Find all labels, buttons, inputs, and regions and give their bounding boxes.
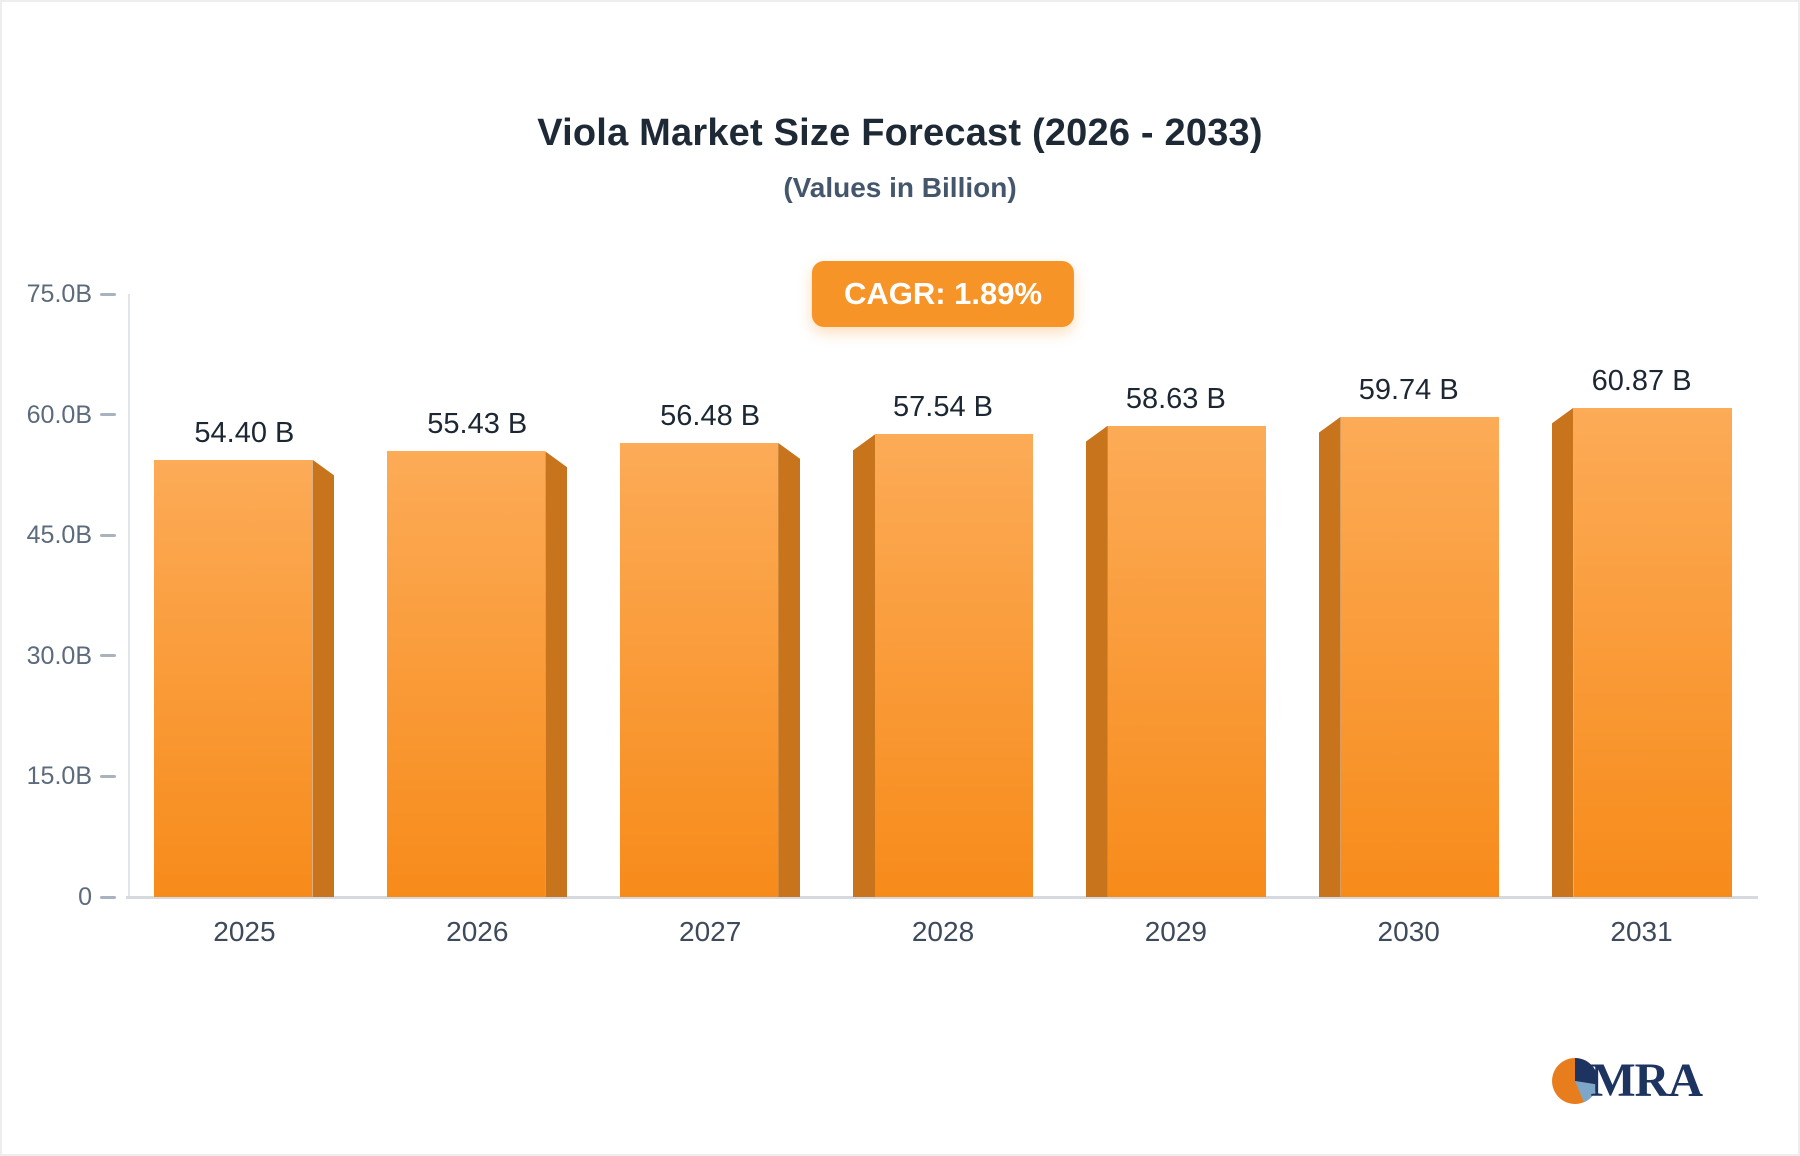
y-tick-mark bbox=[100, 774, 116, 778]
bar-front-face bbox=[1107, 425, 1266, 897]
bar-front-face bbox=[387, 451, 546, 897]
bar-front-face bbox=[154, 459, 313, 897]
bar-front-face bbox=[1340, 416, 1499, 897]
bar: 58.63 B bbox=[1085, 383, 1266, 897]
chart-title: Viola Market Size Forecast (2026 - 2033) bbox=[537, 112, 1263, 154]
x-axis-label: 2028 bbox=[911, 916, 975, 947]
bar-side-face bbox=[853, 434, 875, 897]
bar: 57.54 B bbox=[853, 391, 1033, 897]
mra-logo-text: MRA bbox=[1590, 1054, 1703, 1107]
x-axis-label: 2030 bbox=[1377, 916, 1440, 947]
bar-front-face bbox=[620, 442, 779, 897]
bar: 54.40 B bbox=[154, 417, 335, 897]
y-tick-mark bbox=[100, 413, 116, 417]
bar-value-label: 56.48 B bbox=[660, 399, 761, 432]
y-tick-label: 0 bbox=[78, 883, 92, 911]
y-axis: 0 15.0B 30.0B 45.0B 60.0B 75.0B bbox=[0, 280, 120, 911]
mra-logo: MRA bbox=[1551, 1053, 1703, 1108]
bar: 56.48 B bbox=[620, 400, 801, 897]
bar-value-label: 60.87 B bbox=[1591, 364, 1692, 397]
bar-side-face bbox=[1551, 407, 1574, 897]
x-axis-label: 2029 bbox=[1144, 916, 1207, 947]
y-tick-label: 30.0B bbox=[26, 641, 92, 670]
y-tick-label: 60.0B bbox=[26, 400, 92, 429]
bar: 55.43 B bbox=[387, 408, 568, 897]
x-axis-label: 2025 bbox=[213, 916, 276, 947]
x-axis-label: 2031 bbox=[1610, 916, 1673, 947]
bar-side-face bbox=[778, 442, 801, 897]
y-tick-mark bbox=[100, 533, 116, 537]
y-axis-line bbox=[128, 294, 130, 897]
bar-side-face bbox=[1085, 425, 1108, 897]
bar-value-label: 55.43 B bbox=[427, 408, 528, 441]
bar: 60.87 B bbox=[1551, 365, 1732, 897]
chart-subtitle: (Values in Billion) bbox=[783, 172, 1017, 203]
mra-logo-icon bbox=[1552, 1057, 1599, 1104]
bar-front-face bbox=[875, 434, 1033, 897]
cagr-badge: CAGR: 1.89% bbox=[811, 261, 1075, 327]
y-tick-label: 75.0B bbox=[26, 280, 92, 308]
bar-side-face bbox=[312, 459, 335, 897]
y-tick-label: 45.0B bbox=[26, 521, 92, 550]
y-tick-mark bbox=[100, 292, 116, 296]
bar-front-face bbox=[1573, 407, 1732, 897]
bar-side-face bbox=[545, 451, 568, 897]
y-tick-mark bbox=[100, 654, 116, 658]
bar-value-label: 58.63 B bbox=[1125, 382, 1226, 415]
bar: 59.74 B bbox=[1318, 374, 1499, 897]
x-axis-baseline bbox=[126, 896, 1758, 899]
bar-value-label: 54.40 B bbox=[194, 416, 295, 449]
bar-side-face bbox=[1318, 416, 1341, 897]
bar-value-label: 59.74 B bbox=[1358, 373, 1459, 406]
y-tick-mark bbox=[100, 895, 116, 899]
x-axis-label: 2026 bbox=[446, 916, 509, 947]
x-axis-label: 2027 bbox=[678, 916, 742, 947]
bar-chart: 54.40 B 55.43 B 56.48 B 57.54 B 58.63 B 59.74… bbox=[126, 294, 1758, 947]
bar-value-label: 57.54 B bbox=[893, 391, 993, 424]
y-tick-label: 15.0B bbox=[26, 762, 92, 791]
